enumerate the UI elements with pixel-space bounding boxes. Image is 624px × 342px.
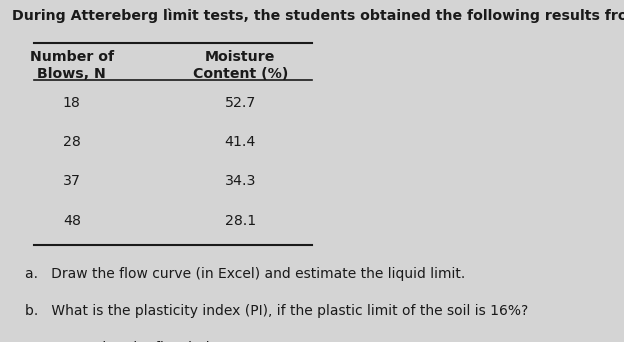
Text: 52.7: 52.7 — [225, 96, 256, 110]
Text: 41.4: 41.4 — [225, 135, 256, 149]
Text: c.   Determine the flow index.: c. Determine the flow index. — [25, 341, 230, 342]
Text: Number of
Blows, N: Number of Blows, N — [30, 50, 114, 81]
Text: a.   Draw the flow curve (in Excel) and estimate the liquid limit.: a. Draw the flow curve (in Excel) and es… — [25, 267, 466, 281]
Text: 34.3: 34.3 — [225, 174, 256, 188]
Text: 28.1: 28.1 — [225, 214, 256, 228]
Text: b.   What is the plasticity index (PI), if the plastic limit of the soil is 16%?: b. What is the plasticity index (PI), if… — [25, 304, 528, 318]
Text: During Attereberg lìmit tests, the students obtained the following results from : During Attereberg lìmit tests, the stude… — [12, 9, 624, 23]
Text: 48: 48 — [63, 214, 80, 228]
Text: 18: 18 — [63, 96, 80, 110]
Text: Moisture
Content (%): Moisture Content (%) — [193, 50, 288, 81]
Text: 37: 37 — [63, 174, 80, 188]
Text: 28: 28 — [63, 135, 80, 149]
